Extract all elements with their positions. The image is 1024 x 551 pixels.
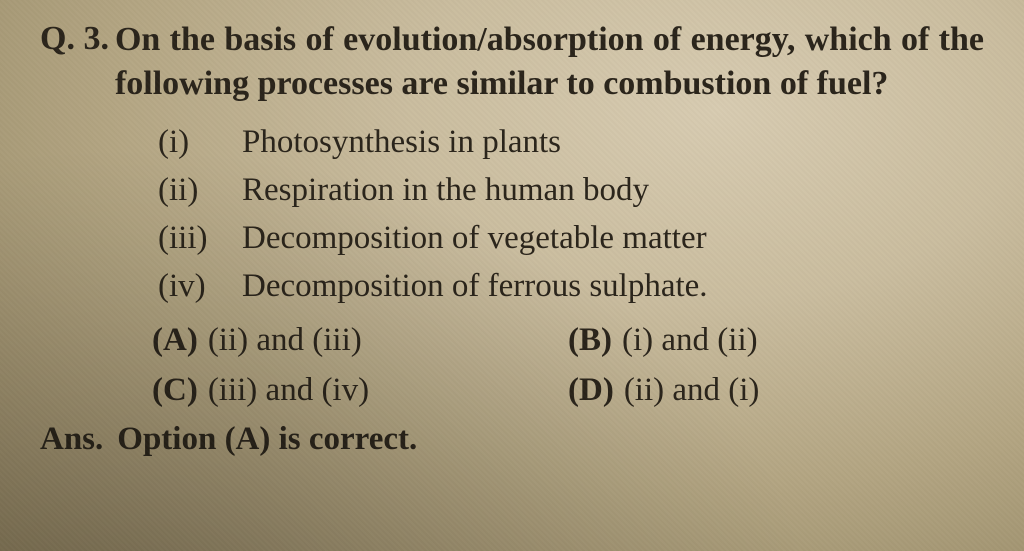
answer-label: Ans. bbox=[40, 421, 103, 458]
option-c: (C) (iii) and (iv) bbox=[152, 366, 568, 416]
list-item: (ii) Respiration in the human body bbox=[158, 167, 984, 215]
option-text: (i) and (ii) bbox=[622, 316, 758, 366]
roman-options-list: (i) Photosynthesis in plants (ii) Respir… bbox=[158, 119, 984, 310]
question-block: Q. 3. On the basis of evolution/absorpti… bbox=[40, 18, 984, 105]
list-item: (i) Photosynthesis in plants bbox=[158, 119, 984, 167]
option-label: (A) bbox=[152, 316, 198, 366]
option-label: (B) bbox=[568, 316, 612, 366]
roman-numeral: (i) bbox=[158, 119, 232, 167]
roman-numeral: (iv) bbox=[158, 263, 232, 311]
roman-numeral: (iii) bbox=[158, 215, 232, 263]
option-row: (A) (ii) and (iii) (B) (i) and (ii) bbox=[152, 316, 984, 366]
option-a: (A) (ii) and (iii) bbox=[152, 316, 568, 366]
option-label: (C) bbox=[152, 366, 198, 416]
option-text: (iii) and (iv) bbox=[208, 366, 369, 416]
roman-text: Respiration in the human body bbox=[242, 167, 649, 215]
list-item: (iv) Decomposition of ferrous sulphate. bbox=[158, 263, 984, 311]
list-item: (iii) Decomposition of vegetable matter bbox=[158, 215, 984, 263]
option-row: (C) (iii) and (iv) (D) (ii) and (i) bbox=[152, 366, 984, 416]
question-text: On the basis of evolution/absorption of … bbox=[115, 18, 984, 105]
question-number: Q. 3. bbox=[40, 18, 109, 61]
option-d: (D) (ii) and (i) bbox=[568, 366, 984, 416]
roman-text: Decomposition of ferrous sulphate. bbox=[242, 263, 708, 311]
mcq-options: (A) (ii) and (iii) (B) (i) and (ii) (C) … bbox=[152, 316, 984, 415]
answer-block: Ans. Option (A) is correct. bbox=[40, 421, 984, 458]
option-b: (B) (i) and (ii) bbox=[568, 316, 984, 366]
option-label: (D) bbox=[568, 366, 614, 416]
textbook-page: Q. 3. On the basis of evolution/absorpti… bbox=[0, 0, 1024, 551]
option-text: (ii) and (iii) bbox=[208, 316, 362, 366]
roman-text: Decomposition of vegetable matter bbox=[242, 215, 707, 263]
option-text: (ii) and (i) bbox=[624, 366, 760, 416]
roman-numeral: (ii) bbox=[158, 167, 232, 215]
answer-text: Option (A) is correct. bbox=[117, 421, 417, 458]
roman-text: Photosynthesis in plants bbox=[242, 119, 561, 167]
